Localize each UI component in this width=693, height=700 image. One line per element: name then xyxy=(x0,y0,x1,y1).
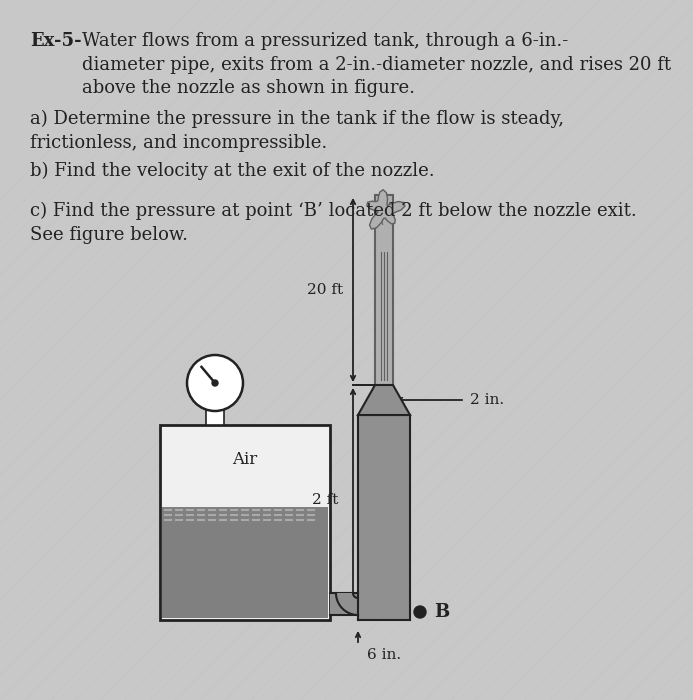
Bar xyxy=(358,415,410,620)
Text: a) Determine the pressure in the tank if the flow is steady,
frictionless, and i: a) Determine the pressure in the tank if… xyxy=(30,110,564,152)
Bar xyxy=(375,195,393,385)
Text: b) Find the velocity at the exit of the nozzle.: b) Find the velocity at the exit of the … xyxy=(30,162,435,180)
Text: 2 in.: 2 in. xyxy=(470,393,504,407)
Bar xyxy=(160,425,330,620)
Text: 6 in.: 6 in. xyxy=(367,648,401,662)
Bar xyxy=(162,507,328,618)
Circle shape xyxy=(212,380,218,386)
Polygon shape xyxy=(358,385,410,415)
Text: c) Find the pressure at point ‘B’ located 2 ft below the nozzle exit.
See figure: c) Find the pressure at point ‘B’ locate… xyxy=(30,202,637,244)
Text: Air: Air xyxy=(232,452,258,468)
Text: Water flows from a pressurized tank, through a 6-in.-
diameter pipe, exits from : Water flows from a pressurized tank, thr… xyxy=(82,32,671,97)
Text: 20 ft: 20 ft xyxy=(307,283,343,297)
Polygon shape xyxy=(367,190,405,229)
Bar xyxy=(330,593,358,615)
Text: B: B xyxy=(434,603,449,621)
Text: 2 ft: 2 ft xyxy=(312,493,338,507)
Circle shape xyxy=(187,355,243,411)
Circle shape xyxy=(414,606,426,618)
Bar xyxy=(206,383,224,425)
Polygon shape xyxy=(336,593,358,615)
Text: Ex-5-: Ex-5- xyxy=(30,32,82,50)
